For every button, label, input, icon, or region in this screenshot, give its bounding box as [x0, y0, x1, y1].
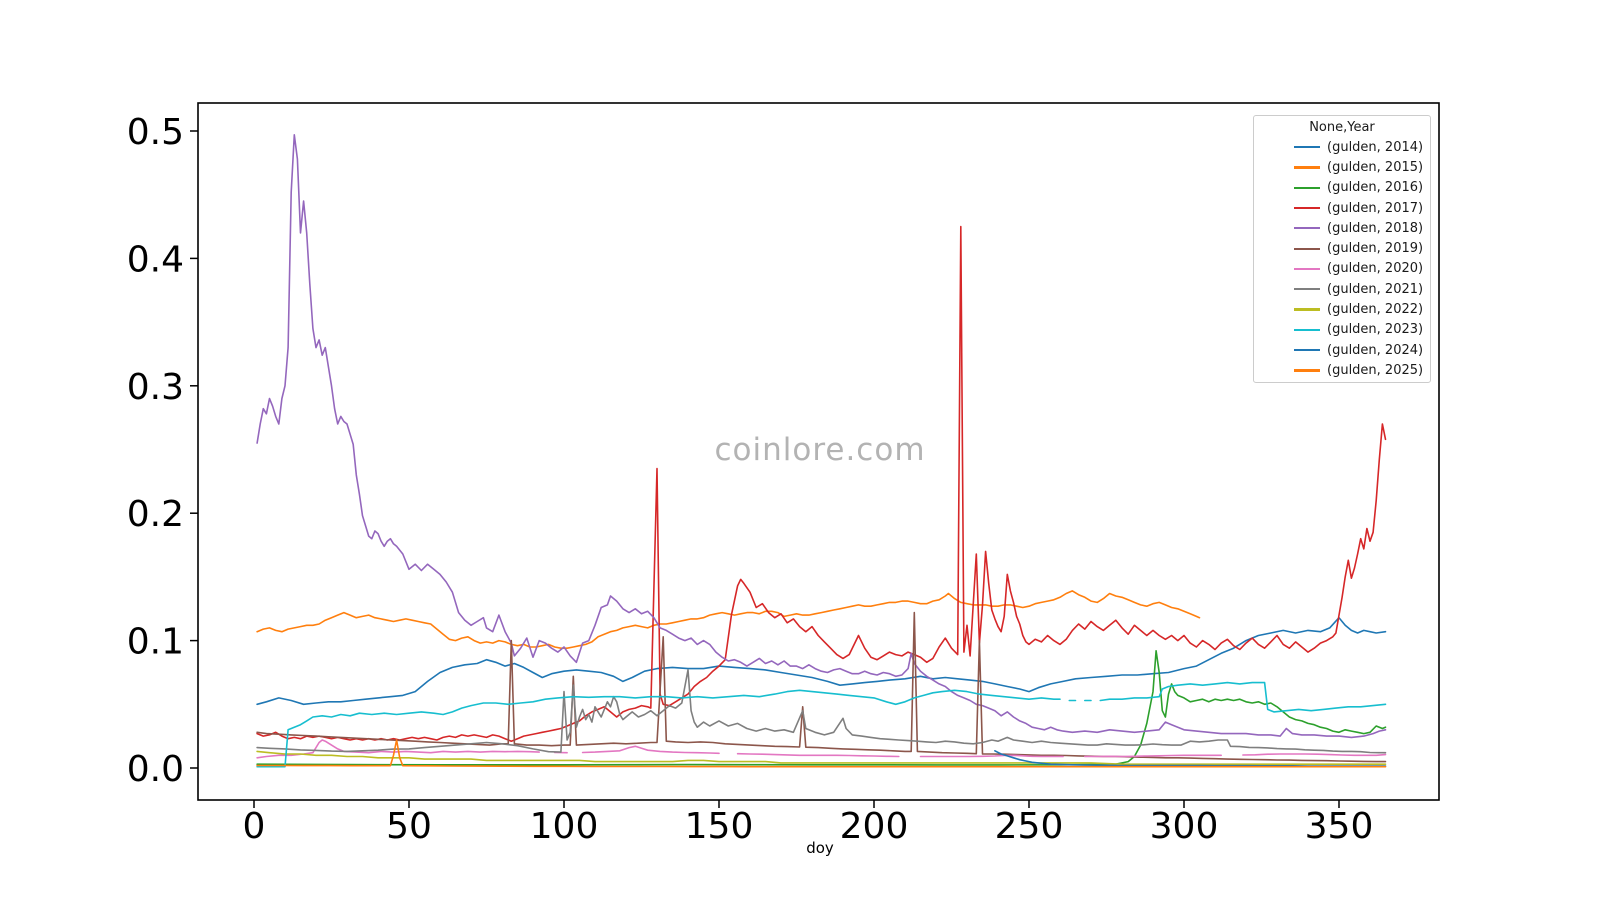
x-tick-label: 0	[243, 806, 266, 847]
legend-line-swatch	[1294, 267, 1320, 271]
legend-line-swatch	[1294, 186, 1320, 189]
legend-item-label: (gulden, 2018)	[1327, 220, 1424, 236]
y-tick-label: 0.4	[127, 239, 184, 280]
x-tick-label: 200	[840, 806, 909, 847]
legend-item-label: (gulden, 2021)	[1327, 281, 1424, 297]
legend-item: (gulden, 2021)	[1254, 279, 1430, 299]
legend: None,Year (gulden, 2014) (gulden, 2015) (g…	[1253, 115, 1431, 383]
series-line-2021	[256, 669, 1387, 754]
legend-line-swatch	[1294, 227, 1320, 230]
legend-item: (gulden, 2025)	[1254, 360, 1430, 380]
legend-line-swatch	[1294, 328, 1320, 331]
legend-line-swatch	[1294, 166, 1320, 169]
legend-item: (gulden, 2023)	[1254, 320, 1430, 340]
legend-item-label: (gulden, 2025)	[1327, 362, 1424, 378]
y-tick-label: 0.5	[127, 112, 184, 153]
x-tick-label: 300	[1150, 806, 1219, 847]
series-line-2020	[256, 739, 1387, 759]
axes: 0 50 100 150 200 250 300 350 0.0 0.1 0.2 0.3 0.4 0.5	[127, 102, 1440, 847]
legend-item-label: (gulden, 2016)	[1327, 180, 1424, 196]
series-line-2022	[256, 750, 1387, 765]
legend-item: (gulden, 2017)	[1254, 198, 1430, 218]
x-axis-label: doy	[806, 839, 834, 857]
legend-item: (gulden, 2014)	[1254, 137, 1430, 157]
legend-line-swatch	[1294, 146, 1320, 149]
x-tick-label: 100	[530, 806, 599, 847]
legend-item-label: (gulden, 2019)	[1327, 241, 1424, 257]
series-line-2023	[256, 681, 1387, 768]
series-line-2019	[256, 611, 1387, 763]
series-line-2016	[256, 650, 1387, 766]
y-tick-label: 0.3	[127, 367, 184, 408]
x-tick-label: 350	[1305, 806, 1374, 847]
legend-item: (gulden, 2015)	[1254, 157, 1430, 177]
legend-line-swatch	[1294, 288, 1320, 291]
series-line-2025	[256, 739, 1387, 768]
y-tick-label: 0.2	[127, 494, 184, 535]
y-tick-label: 0.1	[127, 622, 184, 663]
series-line-2017	[256, 225, 1387, 742]
legend-item: (gulden, 2018)	[1254, 218, 1430, 238]
legend-item-label: (gulden, 2024)	[1327, 342, 1424, 358]
legend-item: (gulden, 2020)	[1254, 259, 1430, 279]
legend-line-swatch	[1294, 349, 1320, 352]
series-line-2018	[256, 134, 1387, 739]
x-tick-label: 150	[685, 806, 754, 847]
legend-item-label: (gulden, 2015)	[1327, 159, 1424, 175]
legend-item-label: (gulden, 2020)	[1327, 261, 1424, 277]
legend-rows: (gulden, 2014) (gulden, 2015) (gulden, 201…	[1254, 137, 1430, 381]
legend-item: (gulden, 2019)	[1254, 238, 1430, 258]
x-tick-label: 250	[995, 806, 1064, 847]
legend-item-label: (gulden, 2023)	[1327, 322, 1424, 338]
legend-item: (gulden, 2022)	[1254, 299, 1430, 319]
legend-line-swatch	[1294, 206, 1320, 210]
legend-line-swatch	[1294, 308, 1320, 311]
legend-item-label: (gulden, 2014)	[1327, 139, 1424, 155]
x-tick-label: 50	[386, 806, 432, 847]
y-tick-label: 0.0	[127, 749, 184, 790]
legend-item-label: (gulden, 2022)	[1327, 302, 1424, 318]
legend-line-swatch	[1294, 369, 1320, 372]
series-line-2014	[256, 616, 1387, 706]
legend-item: (gulden, 2024)	[1254, 340, 1430, 360]
plot-border	[197, 102, 1440, 801]
legend-title: None,Year	[1309, 120, 1375, 135]
legend-item-label: (gulden, 2017)	[1327, 200, 1424, 216]
watermark: coinlore.com	[714, 432, 925, 468]
legend-item: (gulden, 2016)	[1254, 178, 1430, 198]
legend-line-swatch	[1294, 247, 1320, 250]
series-lines	[256, 134, 1387, 768]
